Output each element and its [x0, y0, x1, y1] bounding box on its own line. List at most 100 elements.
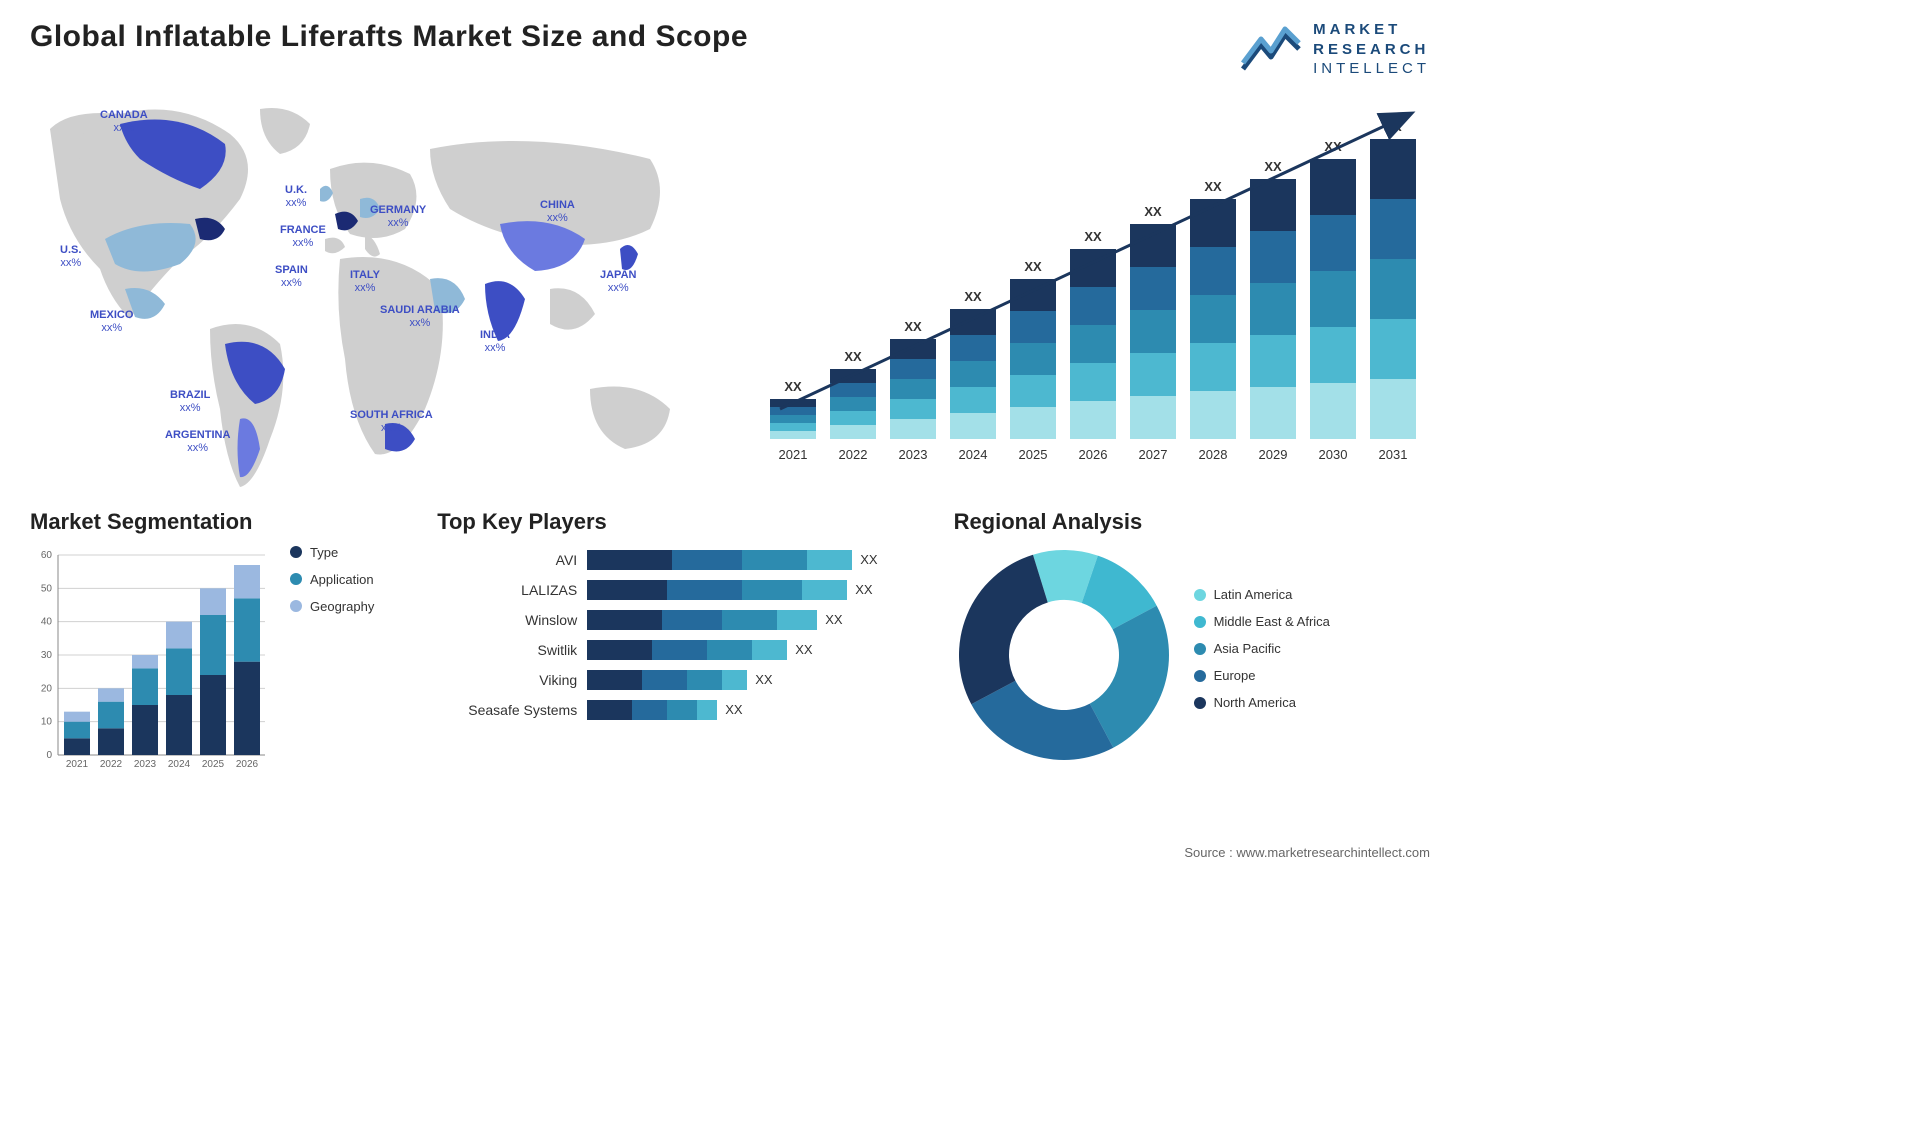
legend-swatch [1194, 589, 1206, 601]
world-map-panel: CANADAxx%U.S.xx%MEXICOxx%BRAZILxx%ARGENT… [30, 89, 710, 489]
key-player-value: XX [725, 702, 742, 717]
key-player-row: XX [587, 605, 923, 635]
bar-segment [742, 550, 807, 570]
svg-text:2025: 2025 [202, 759, 225, 770]
svg-text:2021: 2021 [779, 447, 808, 462]
map-label: ARGENTINAxx% [165, 429, 230, 455]
key-player-label: Winslow [437, 605, 577, 635]
svg-text:30: 30 [41, 650, 53, 661]
legend-label: Type [310, 545, 338, 560]
bar-segment [587, 700, 632, 720]
map-label: INDIAxx% [480, 329, 510, 355]
key-player-value: XX [855, 582, 872, 597]
regional-legend-item: Middle East & Africa [1194, 614, 1330, 629]
map-label: SOUTH AFRICAxx% [350, 409, 433, 435]
map-label: ITALYxx% [350, 269, 380, 295]
segmentation-legend-item: Application [290, 572, 374, 587]
bar-segment [667, 580, 742, 600]
svg-text:60: 60 [41, 550, 53, 561]
map-label: SPAINxx% [275, 264, 308, 290]
legend-swatch [1194, 643, 1206, 655]
key-players-panel: Top Key Players AVILALIZASWinslowSwitlik… [437, 509, 923, 775]
key-player-bar [587, 640, 787, 660]
svg-text:2029: 2029 [1259, 447, 1288, 462]
svg-text:2031: 2031 [1379, 447, 1408, 462]
bar-segment [722, 610, 777, 630]
bar-segment [652, 640, 707, 660]
key-player-bar [587, 580, 847, 600]
svg-text:2023: 2023 [134, 759, 157, 770]
svg-text:50: 50 [41, 583, 53, 594]
regional-legend-item: North America [1194, 695, 1330, 710]
svg-text:2021: 2021 [66, 759, 89, 770]
key-player-label: Switlik [437, 635, 577, 665]
segmentation-chart: 0102030405060202120222023202420252026 [30, 545, 270, 775]
legend-label: Middle East & Africa [1214, 614, 1330, 629]
bar-segment [642, 670, 687, 690]
key-player-bar [587, 550, 852, 570]
forecast-chart: XX2021XX2022XX2023XX2024XX2025XX2026XX20… [750, 89, 1430, 489]
svg-text:2026: 2026 [236, 759, 259, 770]
svg-text:XX: XX [904, 319, 922, 334]
key-player-label: Viking [437, 665, 577, 695]
map-label: FRANCExx% [280, 224, 326, 250]
key-players-title: Top Key Players [437, 509, 923, 535]
svg-text:2028: 2028 [1199, 447, 1228, 462]
map-label: CHINAxx% [540, 199, 575, 225]
svg-text:XX: XX [1264, 159, 1282, 174]
legend-label: Application [310, 572, 374, 587]
legend-label: Asia Pacific [1214, 641, 1281, 656]
segmentation-legend: Type Application Geography [290, 545, 374, 775]
segmentation-legend-item: Geography [290, 599, 374, 614]
svg-text:2022: 2022 [839, 447, 868, 462]
key-player-bar [587, 670, 747, 690]
svg-text:XX: XX [784, 379, 802, 394]
svg-text:XX: XX [844, 349, 862, 364]
key-player-label: LALIZAS [437, 575, 577, 605]
bar-segment [667, 700, 697, 720]
regional-legend: Latin America Middle East & Africa Asia Pa… [1194, 587, 1330, 722]
map-label: GERMANYxx% [370, 204, 426, 230]
bar-segment [672, 550, 742, 570]
legend-swatch [1194, 670, 1206, 682]
svg-text:10: 10 [41, 716, 53, 727]
svg-text:20: 20 [41, 683, 53, 694]
svg-text:2023: 2023 [899, 447, 928, 462]
bar-segment [742, 580, 802, 600]
map-label: SAUDI ARABIAxx% [380, 304, 460, 330]
key-player-row: XX [587, 635, 923, 665]
svg-text:2026: 2026 [1079, 447, 1108, 462]
bar-segment [722, 670, 747, 690]
svg-text:2027: 2027 [1139, 447, 1168, 462]
legend-swatch [290, 600, 302, 612]
key-player-value: XX [860, 552, 877, 567]
key-player-label: AVI [437, 545, 577, 575]
legend-swatch [1194, 616, 1206, 628]
bar-segment [587, 550, 672, 570]
bar-segment [807, 550, 852, 570]
map-label: BRAZILxx% [170, 389, 210, 415]
key-players-bars: XXXXXXXXXXXX [587, 545, 923, 725]
regional-legend-item: Latin America [1194, 587, 1330, 602]
bar-segment [587, 670, 642, 690]
regional-title: Regional Analysis [954, 509, 1430, 535]
regional-legend-item: Europe [1194, 668, 1330, 683]
svg-text:XX: XX [1084, 229, 1102, 244]
svg-text:40: 40 [41, 616, 53, 627]
svg-text:XX: XX [1024, 259, 1042, 274]
legend-label: Geography [310, 599, 374, 614]
segmentation-panel: Market Segmentation 01020304050602021202… [30, 509, 407, 775]
svg-text:0: 0 [46, 750, 52, 761]
logo-line3: INTELLECT [1313, 59, 1430, 79]
key-player-bar [587, 610, 817, 630]
legend-swatch [290, 573, 302, 585]
brand-logo: MARKET RESEARCH INTELLECT [1241, 20, 1430, 79]
map-label: U.K.xx% [285, 184, 307, 210]
key-player-value: XX [755, 672, 772, 687]
bar-segment [687, 670, 722, 690]
bar-segment [802, 580, 847, 600]
svg-text:XX: XX [1204, 179, 1222, 194]
bar-segment [632, 700, 667, 720]
key-player-row: XX [587, 695, 923, 725]
svg-text:XX: XX [964, 289, 982, 304]
